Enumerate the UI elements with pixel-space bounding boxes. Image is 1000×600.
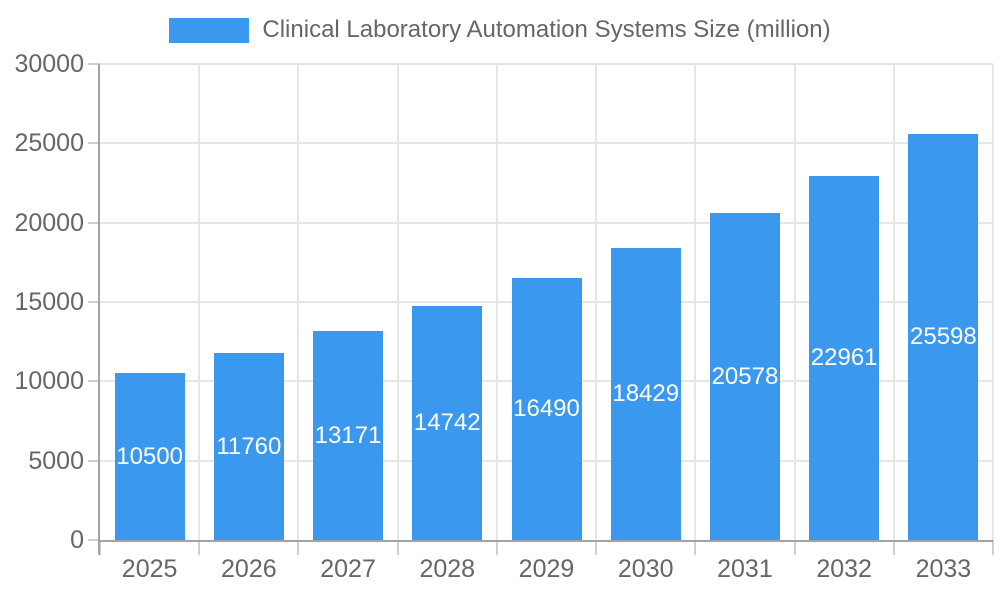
y-axis-tick bbox=[88, 380, 100, 383]
bar-value-label: 11760 bbox=[216, 432, 282, 460]
x-axis-tick bbox=[495, 540, 498, 555]
x-axis-tick bbox=[694, 540, 697, 555]
h-gridline bbox=[100, 63, 993, 65]
bar-value-label: 13171 bbox=[314, 421, 382, 449]
legend-label: Clinical Laboratory Automation Systems S… bbox=[262, 16, 831, 43]
legend-swatch bbox=[169, 17, 250, 43]
x-axis-tick bbox=[793, 540, 796, 555]
x-axis-tick bbox=[396, 540, 399, 555]
y-tick-label: 30000 bbox=[14, 50, 84, 78]
bar-2028[interactable]: 14742 bbox=[412, 306, 483, 540]
y-tick-label: 25000 bbox=[14, 129, 84, 158]
y-axis-tick bbox=[88, 221, 100, 224]
v-gridline bbox=[793, 64, 796, 540]
x-axis-tick bbox=[892, 540, 895, 555]
v-gridline bbox=[694, 64, 697, 540]
bar-value-label: 18429 bbox=[612, 379, 680, 407]
y-tick-label: 20000 bbox=[14, 208, 84, 237]
x-axis-tick bbox=[198, 540, 201, 555]
legend[interactable]: Clinical Laboratory Automation Systems S… bbox=[0, 16, 1000, 44]
bar-value-label: 10500 bbox=[116, 442, 183, 470]
x-axis-tick bbox=[297, 540, 300, 555]
x-tick-label: 2028 bbox=[419, 555, 476, 583]
h-gridline bbox=[100, 221, 993, 224]
y-axis-tick bbox=[88, 459, 100, 462]
x-tick-label: 2026 bbox=[221, 555, 277, 583]
x-axis-line bbox=[98, 540, 993, 542]
h-gridline bbox=[100, 142, 993, 145]
y-axis-line bbox=[98, 64, 100, 555]
x-tick-label: 2031 bbox=[717, 555, 773, 583]
x-tick-label: 2027 bbox=[320, 555, 376, 583]
y-tick-label: 15000 bbox=[14, 288, 84, 316]
v-gridline bbox=[595, 64, 598, 540]
y-tick-label: 10000 bbox=[14, 367, 84, 396]
v-gridline bbox=[396, 64, 399, 540]
y-axis-tick bbox=[88, 63, 100, 65]
x-axis-tick bbox=[992, 540, 994, 555]
bar-2033[interactable]: 25598 bbox=[908, 133, 979, 540]
v-gridline bbox=[495, 64, 498, 540]
y-tick-label: 5000 bbox=[28, 446, 84, 475]
bar-2031[interactable]: 20578 bbox=[709, 213, 780, 540]
bar-value-label: 25598 bbox=[910, 322, 977, 350]
x-tick-label: 2030 bbox=[617, 555, 674, 583]
v-gridline bbox=[992, 64, 994, 540]
y-axis-tick bbox=[88, 301, 100, 303]
x-tick-label: 2029 bbox=[518, 555, 575, 583]
y-axis-tick bbox=[88, 539, 100, 541]
bar-2029[interactable]: 16490 bbox=[511, 278, 582, 540]
v-gridline bbox=[297, 64, 300, 540]
bar-value-label: 14742 bbox=[413, 409, 481, 437]
bar-2032[interactable]: 22961 bbox=[809, 175, 880, 540]
bar-2027[interactable]: 13171 bbox=[313, 331, 384, 540]
x-axis-tick bbox=[99, 540, 101, 555]
bar-2025[interactable]: 10500 bbox=[114, 373, 185, 540]
bar-2030[interactable]: 18429 bbox=[610, 247, 681, 540]
v-gridline bbox=[892, 64, 895, 540]
bar-value-label: 16490 bbox=[513, 395, 580, 423]
y-tick-label: 0 bbox=[70, 526, 84, 554]
bar-value-label: 22961 bbox=[810, 343, 878, 371]
x-tick-label: 2025 bbox=[121, 555, 178, 583]
y-axis-tick bbox=[88, 142, 100, 145]
bar-value-label: 20578 bbox=[711, 362, 779, 390]
x-tick-label: 2032 bbox=[816, 555, 872, 583]
bar-2026[interactable]: 11760 bbox=[213, 353, 284, 540]
x-axis-tick bbox=[595, 540, 598, 555]
v-gridline bbox=[198, 64, 201, 540]
x-tick-label: 2033 bbox=[915, 555, 972, 583]
